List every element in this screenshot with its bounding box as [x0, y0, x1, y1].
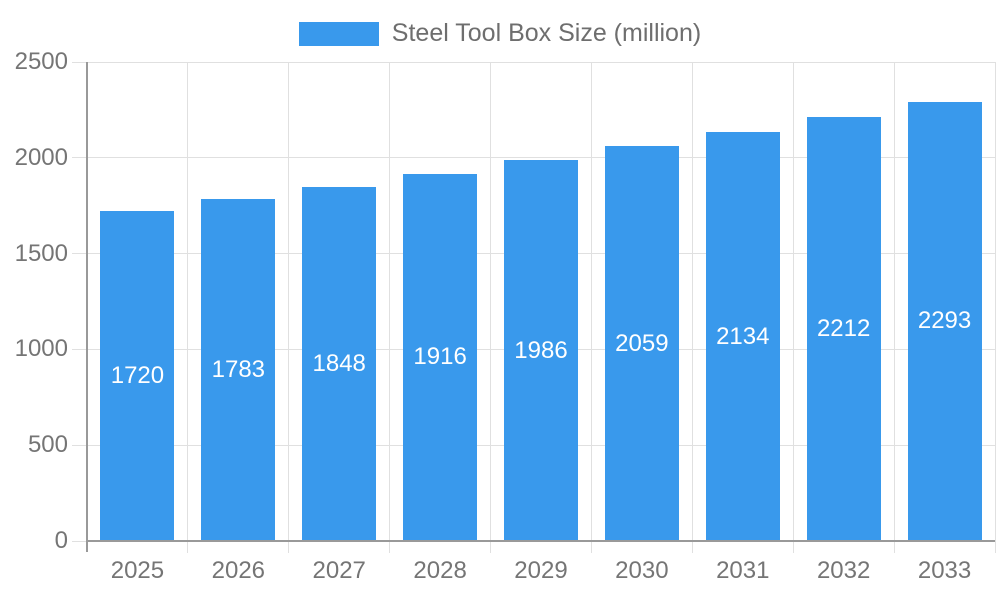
bar[interactable] — [806, 117, 881, 541]
y-axis-tick — [72, 61, 87, 63]
x-axis-label: 2033 — [917, 557, 972, 584]
x-axis-label: 2032 — [816, 557, 871, 584]
y-axis-label: 2500 — [14, 48, 68, 75]
y-gridline — [87, 61, 995, 63]
y-axis-tick — [72, 253, 87, 255]
bar-value-label: 2212 — [816, 315, 871, 343]
y-axis-label: 1500 — [14, 239, 68, 267]
bar-value-label: 1783 — [211, 356, 266, 384]
bar-value-label: 1720 — [110, 362, 165, 390]
x-gridline — [994, 62, 996, 553]
y-axis-tick — [72, 540, 87, 542]
y-axis-label: 500 — [27, 431, 68, 459]
y-axis-label: 1000 — [14, 335, 68, 363]
bar-value-label: 1916 — [413, 343, 467, 371]
x-gridline — [490, 62, 492, 553]
bar-value-label: 1986 — [514, 336, 568, 364]
bar[interactable] — [504, 160, 578, 541]
y-axis-tick — [72, 157, 87, 159]
bar[interactable] — [403, 173, 478, 541]
bar[interactable] — [201, 199, 276, 541]
bar[interactable] — [907, 101, 982, 541]
y-axis-tick — [72, 348, 87, 350]
x-gridline — [389, 62, 391, 553]
bar[interactable] — [100, 211, 175, 541]
x-axis-label: 2026 — [211, 557, 266, 584]
x-axis-label: 2031 — [716, 557, 770, 584]
bar-value-label: 2293 — [917, 307, 972, 335]
x-gridline — [691, 62, 693, 553]
y-gridline — [87, 157, 995, 159]
legend[interactable]: Steel Tool Box Size (million) — [0, 19, 1000, 48]
y-axis-label: 0 — [54, 527, 68, 554]
x-axis-line — [87, 540, 995, 542]
x-axis-label: 2027 — [312, 557, 366, 584]
bar-value-label: 2134 — [716, 322, 770, 350]
y-axis-tick — [72, 444, 87, 446]
bar[interactable] — [604, 146, 679, 541]
x-gridline — [288, 62, 290, 553]
x-axis-label: 2025 — [110, 557, 165, 584]
x-gridline — [792, 62, 794, 553]
bar-value-label: 1848 — [312, 349, 366, 377]
x-axis-label: 2030 — [615, 557, 669, 584]
x-axis-label: 2029 — [514, 557, 568, 584]
y-axis-line — [86, 62, 88, 552]
bar[interactable] — [705, 132, 780, 541]
bar-value-label: 2059 — [615, 329, 669, 357]
bar[interactable] — [302, 186, 377, 541]
x-gridline — [590, 62, 592, 553]
x-axis-label: 2028 — [413, 557, 467, 584]
legend-label: Steel Tool Box Size (million) — [391, 19, 702, 47]
x-gridline — [893, 62, 895, 553]
x-gridline — [187, 62, 189, 553]
y-axis-label: 2000 — [14, 143, 68, 171]
legend-swatch-icon[interactable] — [298, 21, 379, 46]
